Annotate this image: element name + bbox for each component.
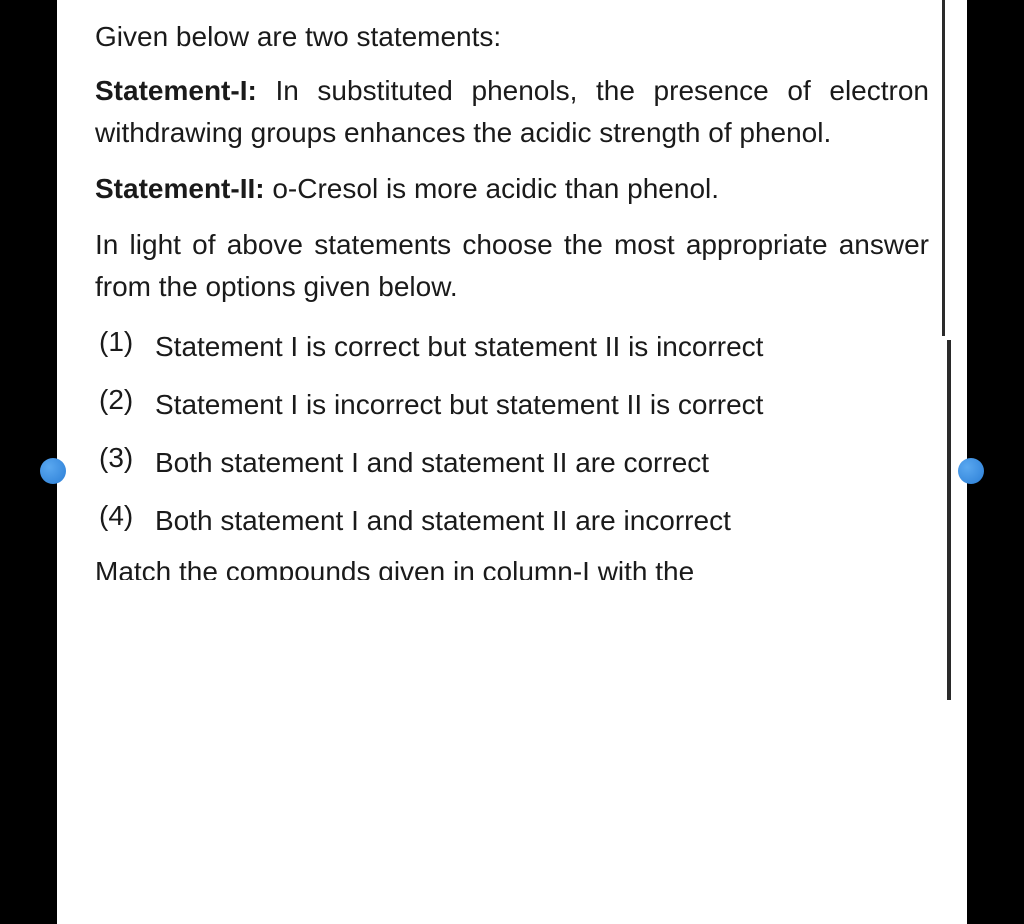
option-2-number: (2) bbox=[99, 384, 155, 416]
option-2[interactable]: (2) Statement I is incorrect but stateme… bbox=[95, 384, 929, 426]
statement-2-block: Statement-II: o-Cresol is more acidic th… bbox=[95, 168, 929, 210]
statement-1-line: Statement-I: In substituted phenols, the… bbox=[95, 70, 929, 154]
page-border-line-lower bbox=[947, 340, 951, 700]
question-page: Given below are two statements: Statemen… bbox=[57, 0, 967, 924]
selection-handle-left-icon[interactable] bbox=[40, 458, 66, 484]
option-3-number: (3) bbox=[99, 442, 155, 474]
statement-1-label: Statement-I: bbox=[95, 75, 257, 106]
option-4[interactable]: (4) Both statement I and statement II ar… bbox=[95, 500, 929, 542]
option-3[interactable]: (3) Both statement I and statement II ar… bbox=[95, 442, 929, 484]
option-2-text: Statement I is incorrect but statement I… bbox=[155, 384, 929, 426]
statement-1-block: Statement-I: In substituted phenols, the… bbox=[95, 70, 929, 154]
page-border-line-upper bbox=[942, 0, 945, 336]
statement-2-label: Statement-II: bbox=[95, 173, 265, 204]
option-1-number: (1) bbox=[99, 326, 155, 358]
option-4-text: Both statement I and statement II are in… bbox=[155, 500, 929, 542]
statement-2-text: o-Cresol is more acidic than phenol. bbox=[265, 173, 719, 204]
intro-text: Given below are two statements: bbox=[95, 18, 929, 56]
option-3-text: Both statement I and statement II are co… bbox=[155, 442, 929, 484]
option-4-number: (4) bbox=[99, 500, 155, 532]
selection-handle-right-icon[interactable] bbox=[958, 458, 984, 484]
option-1[interactable]: (1) Statement I is correct but statement… bbox=[95, 326, 929, 368]
statement-2-line: Statement-II: o-Cresol is more acidic th… bbox=[95, 168, 929, 210]
instruction-text: In light of above statements choose the … bbox=[95, 224, 929, 308]
option-1-text: Statement I is correct but statement II … bbox=[155, 326, 929, 368]
next-question-cutoff: Match the compounds given in column-I wi… bbox=[95, 558, 929, 580]
